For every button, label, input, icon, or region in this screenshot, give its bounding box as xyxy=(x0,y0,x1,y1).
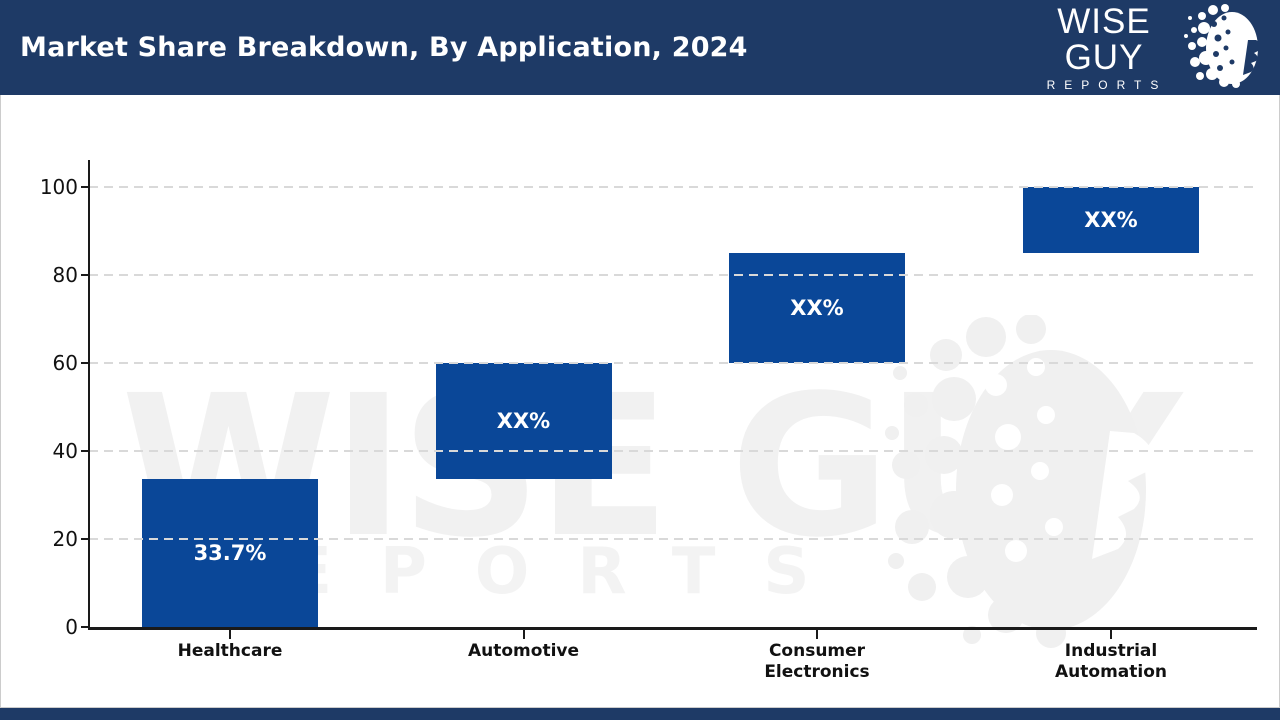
x-axis-category-label: Automotive xyxy=(467,641,580,661)
brand-logo: WISE GUY REPORTS xyxy=(1016,2,1266,93)
gridline-y20 xyxy=(89,538,1257,540)
brand-subname: REPORTS xyxy=(1046,78,1168,92)
bar-industrial-automation: XX% xyxy=(1023,187,1199,253)
header-band: Market Share Breakdown, By Application, … xyxy=(0,0,1280,95)
y-axis-tick-mark xyxy=(81,186,88,188)
y-axis-tick-label-80: 80 xyxy=(52,263,78,287)
y-axis-tick-mark xyxy=(81,362,88,364)
x-axis-spine xyxy=(88,627,1257,630)
watermark-head-dots-icon xyxy=(876,314,1166,669)
page-title: Market Share Breakdown, By Application, … xyxy=(20,32,748,63)
y-axis-spine xyxy=(88,160,90,629)
bar-automotive: XX% xyxy=(435,363,612,479)
bar-value-label: 33.7% xyxy=(193,540,267,565)
y-axis-tick-mark xyxy=(81,538,88,540)
gridline-y80 xyxy=(89,274,1257,276)
gridline-y40 xyxy=(89,450,1257,452)
x-axis-tick-mark xyxy=(522,630,525,639)
bar-value-label: XX% xyxy=(1084,208,1138,232)
y-axis-tick-label-0: 0 xyxy=(65,615,78,639)
head-dots-icon xyxy=(1180,4,1266,92)
bar-healthcare: 33.7% xyxy=(142,478,318,627)
y-axis-tick-label-20: 20 xyxy=(52,527,78,551)
bar-value-label: XX% xyxy=(790,296,844,320)
x-axis-category-label: Industrial Automation xyxy=(1055,641,1167,682)
x-axis-category-label: Consumer Electronics xyxy=(764,641,870,682)
bar-consumer-electronics: XX% xyxy=(729,253,905,363)
x-axis-tick-mark xyxy=(1110,630,1112,639)
y-axis-tick-label-40: 40 xyxy=(52,439,78,463)
bar-value-label: XX% xyxy=(496,408,551,433)
y-axis-tick-mark xyxy=(81,450,88,452)
y-axis-tick-label-60: 60 xyxy=(52,351,78,375)
gridline-y100 xyxy=(89,186,1257,188)
gridline-y60 xyxy=(89,362,1257,364)
brand-name: WISE GUY xyxy=(1057,2,1151,77)
brand-logo-text: WISE GUY REPORTS xyxy=(1016,2,1192,93)
y-axis-tick-label-100: 100 xyxy=(39,175,78,199)
x-axis-tick-mark xyxy=(229,630,231,639)
y-axis-tick-mark xyxy=(81,274,88,276)
y-axis-tick-mark xyxy=(81,626,88,628)
x-axis-tick-mark xyxy=(816,630,818,639)
footer-band xyxy=(0,708,1280,720)
x-axis-category-label: Healthcare xyxy=(177,641,283,661)
